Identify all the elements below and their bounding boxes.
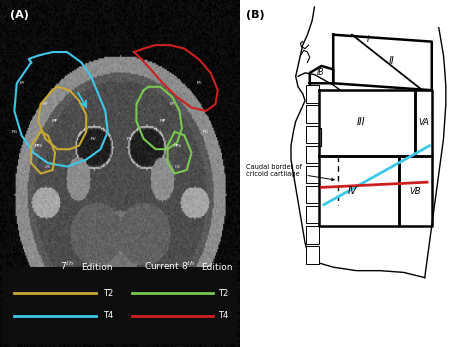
- Text: PV: PV: [127, 137, 132, 141]
- Text: Caudal border of
cricoid cartilage: Caudal border of cricoid cartilage: [246, 163, 334, 181]
- Bar: [306, 226, 319, 244]
- Text: PV: PV: [91, 137, 96, 141]
- Text: VA: VA: [418, 118, 429, 127]
- Text: T4: T4: [218, 311, 228, 320]
- Text: II: II: [389, 56, 395, 66]
- Bar: [306, 146, 319, 163]
- Text: M: M: [197, 81, 201, 85]
- Text: MP: MP: [160, 119, 166, 124]
- Text: LP: LP: [43, 102, 48, 106]
- Text: CS: CS: [174, 164, 180, 169]
- FancyBboxPatch shape: [2, 267, 237, 344]
- Text: PPS: PPS: [34, 144, 42, 148]
- Bar: [306, 126, 319, 143]
- Bar: [306, 85, 319, 103]
- Text: T2: T2: [218, 289, 228, 298]
- Text: (B): (B): [246, 10, 265, 20]
- Bar: [306, 206, 319, 223]
- Text: PG: PG: [203, 130, 209, 134]
- Text: IB: IB: [317, 68, 324, 77]
- Text: III: III: [357, 117, 365, 127]
- Bar: [306, 246, 319, 264]
- Text: CS: CS: [45, 164, 51, 169]
- Text: Edition: Edition: [82, 263, 113, 272]
- Text: $7^{th}$: $7^{th}$: [60, 260, 74, 272]
- Text: PG: PG: [11, 130, 18, 134]
- Text: Edition: Edition: [201, 263, 233, 272]
- Bar: [306, 105, 319, 123]
- Text: T2: T2: [103, 289, 113, 298]
- Text: Current $8^{th}$: Current $8^{th}$: [144, 260, 194, 272]
- Text: (A): (A): [9, 10, 28, 20]
- Text: PPS: PPS: [173, 144, 181, 148]
- Text: M: M: [19, 81, 23, 85]
- Bar: [306, 166, 319, 183]
- Text: MP: MP: [52, 119, 58, 124]
- Text: T4: T4: [103, 311, 113, 320]
- Bar: [306, 186, 319, 203]
- Text: LP: LP: [170, 102, 175, 106]
- Text: I: I: [367, 35, 370, 44]
- Text: VB: VB: [410, 187, 421, 196]
- Text: IV: IV: [347, 186, 357, 196]
